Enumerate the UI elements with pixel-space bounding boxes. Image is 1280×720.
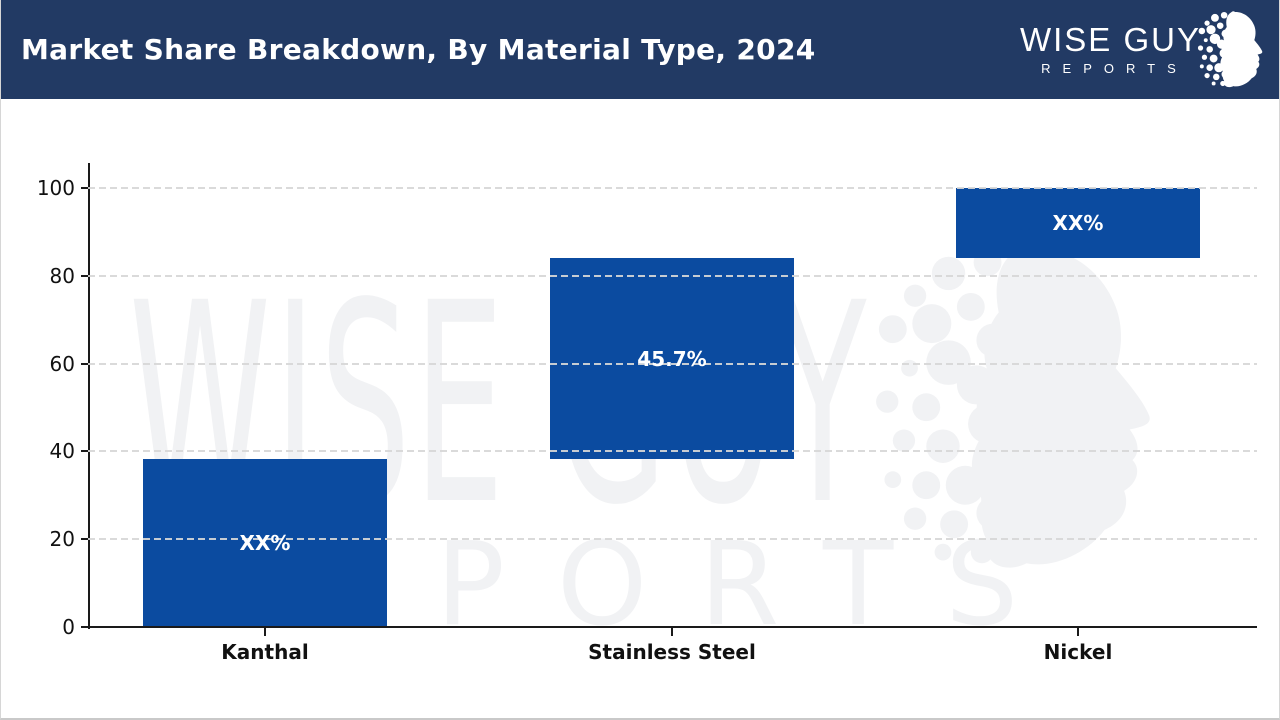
y-tick-label: 20 (49, 527, 75, 552)
logo-text: WISE GUY REPORTS (1020, 23, 1201, 76)
bar-value-label: XX% (239, 530, 291, 555)
gridline-80 (88, 274, 1257, 277)
bar-value-label: XX% (1052, 211, 1104, 236)
y-axis-line (88, 163, 90, 629)
y-tick-label: 40 (49, 439, 75, 464)
x-tick (264, 628, 266, 636)
x-tick-label-nickel: Nickel (1043, 640, 1113, 664)
y-tick (81, 362, 88, 365)
header-bar: Market Share Breakdown, By Material Type… (1, 0, 1279, 99)
x-tick-label-kanthal: Kanthal (221, 640, 309, 664)
y-tick-label: 80 (49, 263, 75, 288)
bar-value-label: 45.7% (637, 346, 707, 371)
bar-kanthal (143, 458, 387, 627)
x-tick-label-stainless-steel: Stainless Steel (588, 640, 756, 664)
logo-reports-text: REPORTS (1041, 61, 1188, 76)
x-axis-line (88, 626, 1257, 628)
y-tick (81, 187, 88, 189)
y-tick-label: 60 (49, 351, 75, 376)
y-tick (81, 626, 88, 628)
y-tick-label: 0 (62, 615, 75, 639)
y-tick-label: 100 (36, 176, 75, 200)
logo-wiseguy-text: WISE GUY (1019, 21, 1201, 58)
bar-nickel (956, 188, 1200, 259)
y-tick (81, 450, 88, 453)
page-title: Market Share Breakdown, By Material Type… (21, 33, 816, 66)
gridline-20 (88, 538, 1257, 541)
wise-guy-reports-logo: WISE GUY REPORTS (1020, 10, 1269, 90)
gridline-100 (88, 187, 1257, 189)
y-tick (81, 274, 88, 277)
watermark-dotted-face-icon (876, 245, 1150, 568)
y-tick (81, 538, 88, 541)
x-tick (671, 628, 673, 636)
gridline-60 (88, 362, 1257, 365)
gridline-40 (88, 450, 1257, 453)
bar-stainless-steel (550, 258, 794, 459)
plot-area: XX% 45.7% XX% 0 20 40 60 80 100 Kanthal Stainless … (1, 99, 1279, 718)
x-tick (1077, 628, 1079, 636)
logo-dotted-face-icon (1197, 10, 1263, 87)
